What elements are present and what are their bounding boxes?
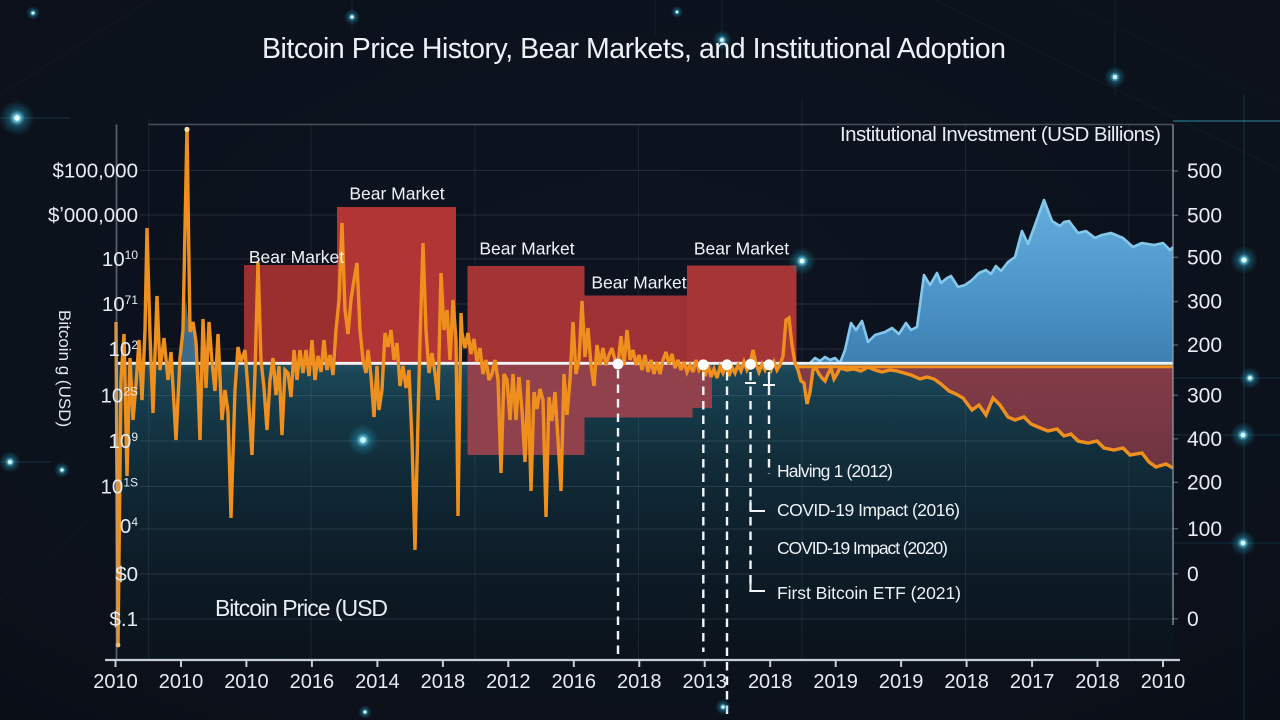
svg-text:0: 0 xyxy=(1187,608,1199,631)
svg-text:Bear Market: Bear Market xyxy=(479,239,574,259)
svg-text:2018: 2018 xyxy=(944,671,989,693)
svg-text:2018: 2018 xyxy=(748,671,793,693)
svg-text:2016: 2016 xyxy=(552,671,597,693)
svg-text:2019: 2019 xyxy=(879,671,924,693)
svg-text:102S: 102S xyxy=(101,385,139,408)
svg-text:2018: 2018 xyxy=(617,671,662,693)
svg-text:$0: $0 xyxy=(115,563,138,586)
svg-text:2012: 2012 xyxy=(486,671,531,693)
svg-text:0: 0 xyxy=(1187,563,1199,586)
svg-text:2010: 2010 xyxy=(1141,671,1186,693)
svg-text:109: 109 xyxy=(109,430,139,453)
svg-text:500: 500 xyxy=(1187,246,1222,269)
svg-text:1071: 1071 xyxy=(102,293,138,316)
svg-text:2014: 2014 xyxy=(355,671,400,693)
svg-text:1010: 1010 xyxy=(102,248,138,271)
svg-text:300: 300 xyxy=(1187,384,1222,407)
svg-text:$ʼ000,000: $ʼ000,000 xyxy=(48,204,138,227)
svg-text:Institutional Investment (USD: Institutional Investment (USD Billions) xyxy=(840,123,1161,146)
svg-text:04: 04 xyxy=(120,515,138,538)
svg-text:500: 500 xyxy=(1187,160,1222,183)
svg-text:100: 100 xyxy=(1187,518,1222,541)
svg-text:COVID-19 Impact (2016): COVID-19 Impact (2016) xyxy=(777,500,960,520)
svg-text:Bear Market: Bear Market xyxy=(349,184,444,204)
svg-text:2016: 2016 xyxy=(290,671,335,693)
svg-text:$100,000: $100,000 xyxy=(52,160,138,183)
svg-text:First Bitcoin ETF (2021): First Bitcoin ETF (2021) xyxy=(777,583,961,603)
svg-text:2010: 2010 xyxy=(159,671,204,693)
svg-text:COVID-19 Impact (2020): COVID-19 Impact (2020) xyxy=(777,538,948,558)
svg-text:2010: 2010 xyxy=(224,671,269,693)
svg-text:2018: 2018 xyxy=(421,671,466,693)
svg-text:Bitcoin g (USD): Bitcoin g (USD) xyxy=(55,310,74,427)
svg-text:Bear Market: Bear Market xyxy=(694,239,789,259)
svg-text:101S: 101S xyxy=(101,476,139,499)
svg-text:2018: 2018 xyxy=(1075,671,1120,693)
svg-text:2013: 2013 xyxy=(682,671,727,693)
svg-text:2010: 2010 xyxy=(93,671,138,693)
svg-text:300: 300 xyxy=(1187,291,1222,314)
svg-text:2019: 2019 xyxy=(813,671,858,693)
svg-text:Bitcoin Price (USD: Bitcoin Price (USD xyxy=(215,595,388,621)
svg-text:500: 500 xyxy=(1187,204,1222,227)
svg-text:Bitcoin Price History, Bear Ma: Bitcoin Price History, Bear Markets, and… xyxy=(262,33,1006,65)
svg-text:Bear Market: Bear Market xyxy=(591,273,686,293)
svg-text:Halving 1 (2012): Halving 1 (2012) xyxy=(777,461,893,481)
svg-text:Bear Market: Bear Market xyxy=(249,247,344,267)
svg-text:200: 200 xyxy=(1187,334,1222,357)
svg-text:400: 400 xyxy=(1187,428,1222,451)
svg-text:200: 200 xyxy=(1187,471,1222,494)
svg-text:2017: 2017 xyxy=(1010,671,1055,693)
svg-text:102: 102 xyxy=(109,338,139,361)
svg-text:$.1: $.1 xyxy=(110,608,139,631)
